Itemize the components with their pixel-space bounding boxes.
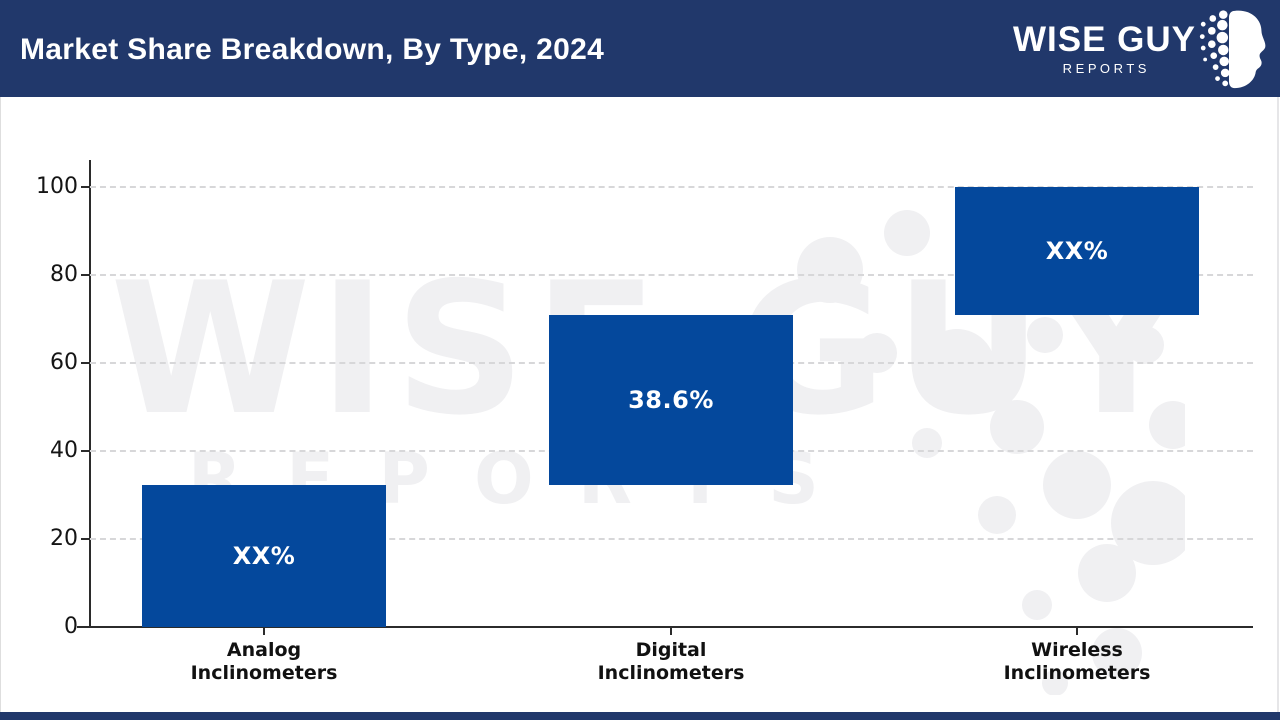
- x-category-label: Wireless Inclinometers: [927, 639, 1227, 685]
- x-category-line2: Inclinometers: [190, 662, 338, 684]
- y-tick-mark-20: [81, 538, 90, 540]
- y-tick-mark-80: [81, 274, 90, 276]
- x-category-line1: Wireless: [1031, 639, 1123, 661]
- footer-bar: [0, 712, 1280, 720]
- header-bar: Market Share Breakdown, By Type, 2024 WI…: [0, 0, 1280, 97]
- y-tick-mark-60: [81, 362, 90, 364]
- y-axis-spine: [89, 160, 91, 627]
- x-category-line2: Inclinometers: [597, 662, 745, 684]
- y-tick-label-100: 100: [36, 174, 78, 199]
- x-category-label: Digital Inclinometers: [521, 639, 821, 685]
- bar-value-label: XX%: [232, 541, 296, 570]
- x-tick-mark-3: [1076, 628, 1078, 635]
- x-category-line1: Digital: [635, 639, 707, 661]
- page-right-border: [1277, 97, 1279, 712]
- bar-value-label: XX%: [1045, 237, 1109, 266]
- page-left-border: [0, 97, 1, 712]
- gridline-100: [90, 186, 1253, 188]
- x-tick-mark-2: [670, 628, 672, 635]
- y-tick-label-0: 0: [64, 614, 78, 639]
- y-tick-mark-40: [81, 450, 90, 452]
- bar-wireless-inclinometers: XX%: [955, 187, 1199, 316]
- page-title: Market Share Breakdown, By Type, 2024: [20, 33, 605, 66]
- gridline-20: [90, 538, 1253, 540]
- gridline-80: [90, 274, 1253, 276]
- x-tick-mark-1: [263, 628, 265, 635]
- y-tick-mark-100: [81, 186, 90, 188]
- brand-logo-name: WISE GUY: [1012, 20, 1196, 59]
- bar-value-label: 38.6%: [628, 385, 714, 414]
- brand-head-dots-icon: [1199, 10, 1266, 89]
- brand-logo: WISE GUY R E P O R T S: [1013, 5, 1268, 93]
- brand-logo-subtitle: R E P O R T S: [1062, 61, 1147, 76]
- x-category-line1: Analog: [226, 639, 302, 661]
- bar-digital-inclinometers: 38.6%: [549, 315, 793, 485]
- x-category-label: Analog Inclinometers: [114, 639, 414, 685]
- y-tick-label-20: 20: [50, 526, 78, 551]
- y-tick-label-40: 40: [50, 438, 78, 463]
- x-category-line2: Inclinometers: [1003, 662, 1151, 684]
- y-tick-label-80: 80: [50, 262, 78, 287]
- y-tick-mark-0: [81, 626, 90, 628]
- x-axis-spine: [77, 626, 1253, 628]
- bar-analog-inclinometers: XX%: [142, 484, 386, 627]
- y-tick-label-60: 60: [50, 350, 78, 375]
- brand-logo-words: WISE GUY R E P O R T S: [1012, 20, 1196, 77]
